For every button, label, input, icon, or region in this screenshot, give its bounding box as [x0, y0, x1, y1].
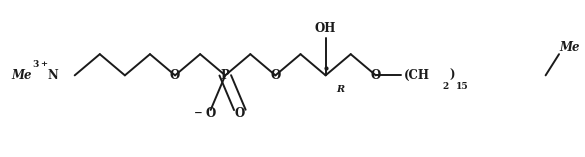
Text: 2: 2: [443, 82, 449, 91]
Text: ): ): [449, 69, 455, 82]
Text: Me: Me: [12, 69, 32, 82]
Text: N: N: [48, 69, 58, 82]
Text: Me: Me: [559, 41, 580, 54]
Text: O: O: [371, 69, 381, 82]
Text: (CH: (CH: [404, 69, 430, 82]
Text: −: −: [194, 108, 203, 118]
Text: O: O: [235, 107, 245, 119]
Text: OH: OH: [315, 22, 336, 35]
Text: +: +: [40, 60, 47, 68]
Text: P: P: [221, 69, 230, 82]
Text: 15: 15: [456, 82, 469, 91]
Text: O: O: [270, 69, 281, 82]
Text: O: O: [170, 69, 180, 82]
Text: 3: 3: [32, 60, 39, 69]
Text: O: O: [205, 107, 216, 119]
Text: R: R: [336, 85, 344, 94]
